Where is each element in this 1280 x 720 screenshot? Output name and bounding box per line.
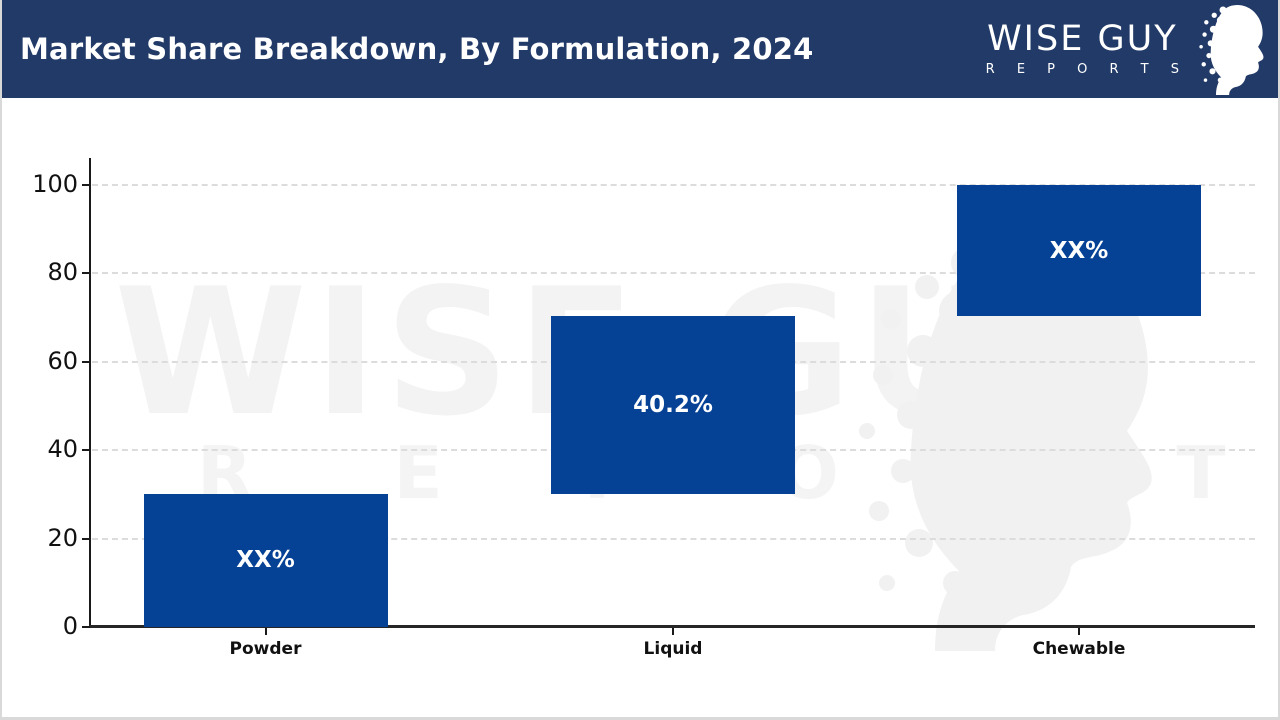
x-tick-chewable [1078, 628, 1080, 635]
gridline-20 [92, 537, 1255, 540]
gridline-80 [92, 272, 1255, 275]
page-title: Market Share Breakdown, By Formulation, … [20, 32, 814, 66]
bar-chewable: XX% [957, 185, 1201, 317]
bar-powder: XX% [143, 493, 388, 627]
x-category-label: Liquid [643, 639, 703, 659]
y-axis-spine [89, 158, 91, 627]
y-tick-40 [82, 449, 90, 452]
bar-value-label: XX% [236, 547, 295, 574]
y-tick-label: 0 [62, 612, 78, 640]
y-tick-20 [82, 537, 90, 540]
y-tick-label: 20 [47, 523, 78, 552]
gridline-100 [92, 184, 1255, 187]
y-tick-100 [82, 184, 90, 187]
y-tick-label: 80 [47, 258, 78, 287]
x-axis-line [89, 625, 1255, 628]
x-tick-powder [264, 628, 267, 635]
x-category-label: Powder [229, 639, 302, 659]
y-tick-label: 60 [47, 346, 78, 375]
bar-value-label: 40.2% [633, 392, 713, 419]
y-tick-60 [82, 360, 90, 363]
bar-liquid: 40.2% [551, 316, 795, 494]
logo-text: WISE GUY R E P O R T S [977, 18, 1188, 77]
y-tick-0 [82, 626, 90, 628]
x-tick-liquid [672, 628, 674, 635]
logo-face-icon [1199, 5, 1264, 95]
logo-name: WISE GUY [987, 18, 1178, 59]
y-tick-label: 40 [47, 435, 78, 464]
bar-value-label: XX% [1049, 237, 1109, 264]
wise-guy-reports-logo: WISE GUY R E P O R T S [977, 0, 1272, 98]
x-category-label: Chewable [1032, 639, 1126, 659]
y-tick-label: 100 [32, 170, 78, 199]
y-tick-80 [82, 272, 90, 275]
header-bar: Market Share Breakdown, By Formulation, … [2, 0, 1278, 98]
logo-tagline: R E P O R T S [985, 61, 1188, 77]
